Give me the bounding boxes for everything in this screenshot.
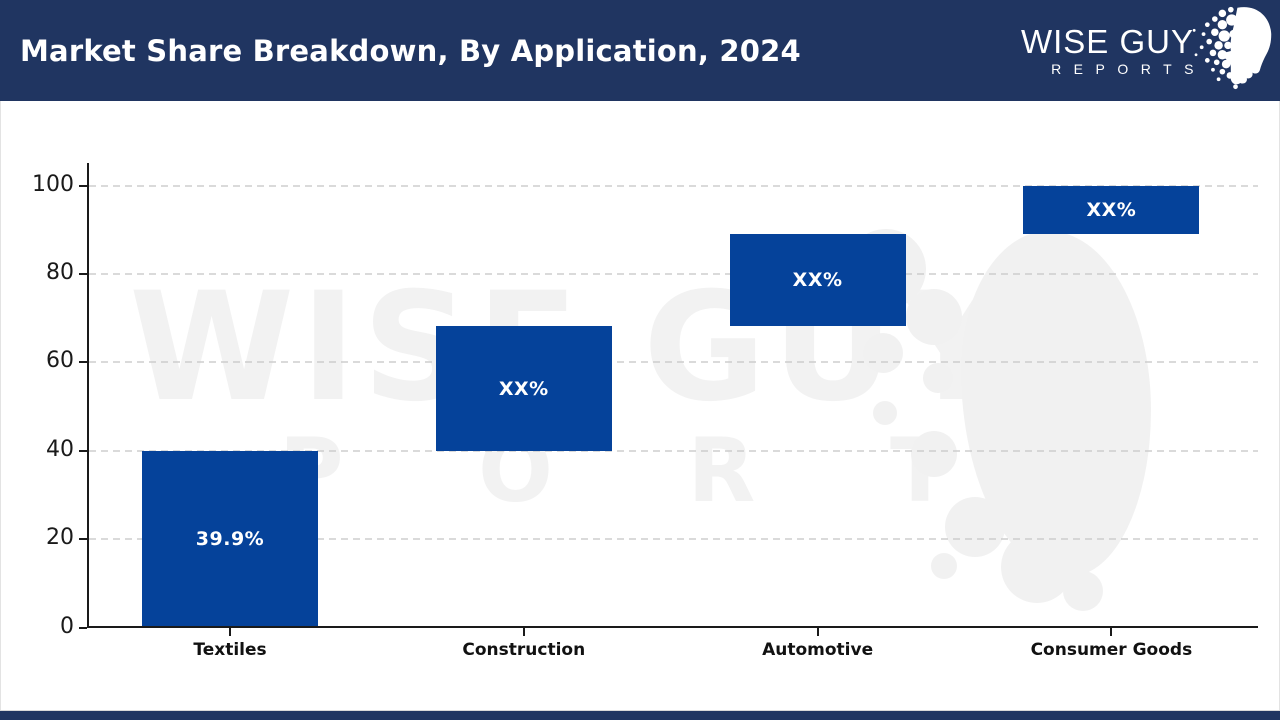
x-axis-line (87, 626, 1258, 628)
watermark-dot (1001, 531, 1073, 603)
bar-automotive: XX% (729, 234, 906, 327)
watermark-dot (945, 497, 1005, 557)
y-tick-label: 80 (46, 259, 74, 285)
y-axis-tick (79, 184, 87, 187)
watermark-dot (873, 401, 897, 425)
head-profile-icon (1192, 6, 1272, 89)
x-axis-tick (522, 628, 525, 636)
y-tick-label: 0 (60, 613, 74, 639)
y-tick-label: 60 (46, 348, 74, 374)
watermark-dot (931, 553, 957, 579)
gridline-60 (89, 361, 1258, 364)
watermark-dot (923, 363, 953, 393)
y-tick-label: 100 (32, 171, 74, 197)
y-axis-line (87, 163, 89, 628)
x-category-label: Consumer Goods (1030, 640, 1193, 660)
footer-bar (0, 710, 1280, 720)
y-tick-label: 40 (46, 436, 74, 462)
y-axis-tick (79, 626, 87, 629)
gridline-40 (89, 449, 1258, 452)
watermark-dot (863, 333, 903, 373)
watermark-dot (911, 431, 957, 477)
x-axis-tick (816, 628, 819, 636)
y-axis-tick (79, 449, 87, 452)
brand-subname: REPORTS (1051, 60, 1206, 77)
brand-logo-text: WISE GUY REPORTS (1020, 22, 1194, 78)
bar-value-label: XX% (792, 269, 843, 292)
page-title: Market Share Breakdown, By Application, … (20, 33, 801, 68)
bar-construction: XX% (435, 326, 612, 452)
bar-textiles: 39.9% (142, 451, 318, 628)
gridline-80 (89, 272, 1258, 275)
bar-value-label: XX% (1086, 198, 1137, 221)
y-axis-tick (79, 538, 87, 541)
y-axis-tick (79, 361, 87, 364)
header-banner: Market Share Breakdown, By Application, … (0, 0, 1280, 101)
x-axis-tick (1110, 628, 1113, 636)
x-category-label: Construction (462, 640, 586, 660)
x-category-label: Automotive (762, 640, 874, 660)
y-axis-tick (79, 272, 87, 275)
y-tick-label: 20 (46, 525, 74, 551)
gridline-20 (89, 538, 1258, 541)
bar-value-label: 39.9% (195, 528, 265, 551)
watermark-dot (1063, 571, 1103, 611)
brand-name: WISE GUY (1020, 22, 1194, 60)
gridline-100 (89, 184, 1258, 187)
x-axis-tick (229, 628, 231, 636)
brand-logo: WISE GUY REPORTS (1021, 4, 1276, 98)
watermark-dot (906, 289, 962, 345)
x-category-label: Textiles (193, 640, 267, 660)
bar-value-label: XX% (498, 377, 549, 400)
bar-consumer-goods: XX% (1023, 185, 1200, 235)
